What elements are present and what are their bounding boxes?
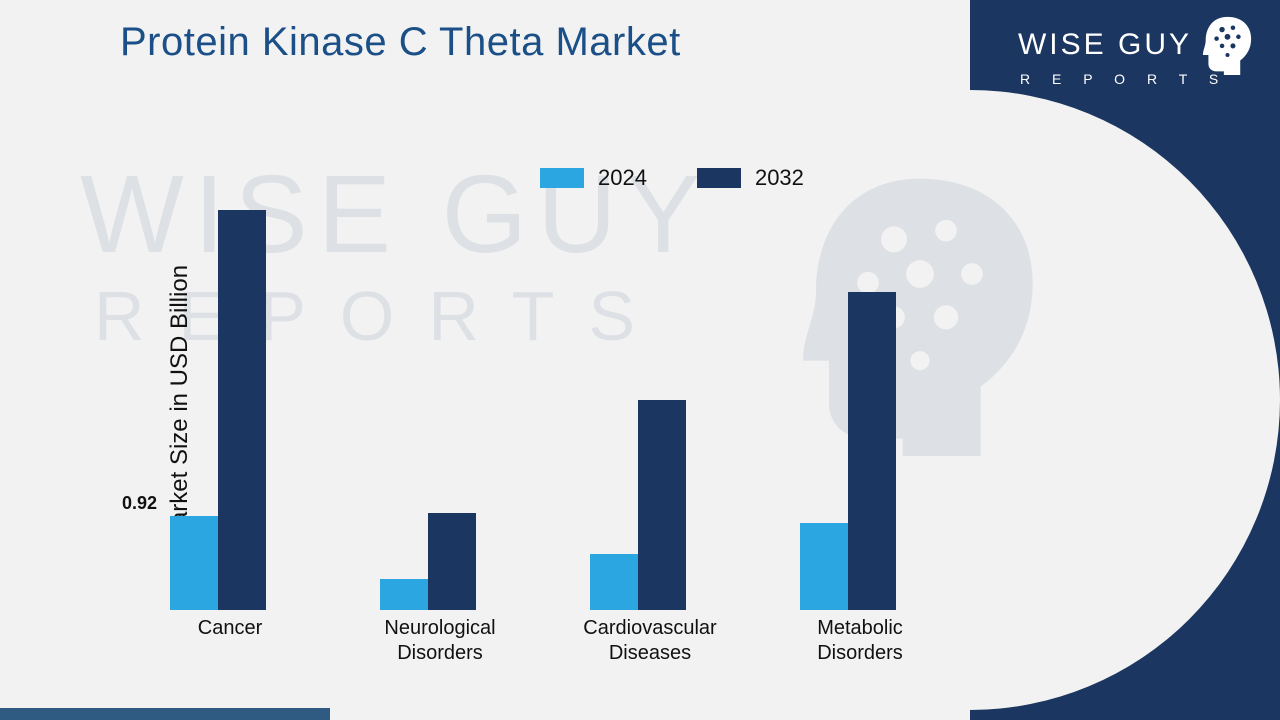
category-label: CardiovascularDiseases (550, 616, 750, 666)
category-label: MetabolicDisorders (760, 616, 960, 666)
bar-2032 (218, 210, 266, 610)
brand-logo: WISE GUY R E P O R T S (1018, 15, 1255, 87)
bar-2024 (380, 579, 428, 610)
legend-label-2032: 2032 (755, 165, 804, 191)
bar-2024 (590, 554, 638, 610)
bar-group: NeurologicalDisorders (370, 200, 510, 610)
bar-2032 (428, 513, 476, 610)
bar-2032 (848, 292, 896, 610)
value-label: 0.92 (122, 493, 157, 514)
brand-logo-main: WISE GUY (1018, 28, 1192, 62)
legend-label-2024: 2024 (598, 165, 647, 191)
plot-area: 0.92Cancer NeurologicalDisorders Cardiovas… (130, 200, 950, 610)
legend-item-2032: 2032 (697, 165, 804, 191)
category-label: NeurologicalDisorders (340, 616, 540, 666)
bar-group: 0.92Cancer (160, 200, 300, 610)
legend-swatch-2032 (697, 168, 741, 188)
bar-group: MetabolicDisorders (790, 200, 930, 610)
category-label: Cancer (130, 616, 330, 641)
brand-head-icon (1200, 15, 1255, 75)
bar-group: CardiovascularDiseases (580, 200, 720, 610)
bar-2024 (170, 516, 218, 610)
legend-swatch-2024 (540, 168, 584, 188)
legend: 2024 2032 (540, 165, 804, 191)
bar-2032 (638, 400, 686, 610)
chart-area: Market Size in USD Billion 0.92CancerNeu… (130, 200, 950, 610)
legend-item-2024: 2024 (540, 165, 647, 191)
bottom-accent-bar (0, 708, 330, 720)
bar-2024 (800, 523, 848, 610)
stage: Protein Kinase C Theta Market WISE GUY R… (0, 0, 1280, 720)
page-title: Protein Kinase C Theta Market (120, 20, 681, 65)
